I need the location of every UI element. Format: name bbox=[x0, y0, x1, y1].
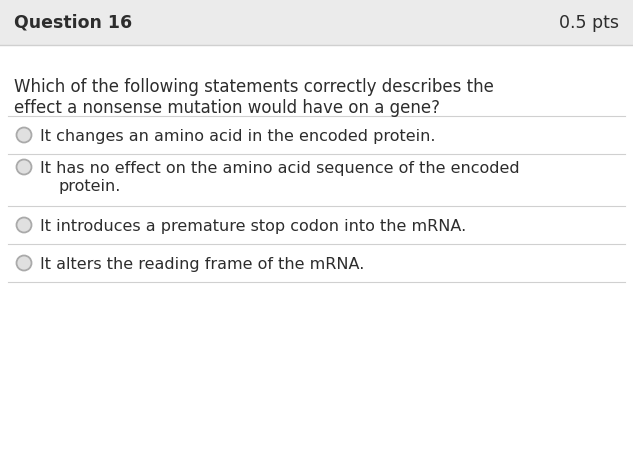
Circle shape bbox=[16, 256, 32, 271]
Text: protein.: protein. bbox=[58, 178, 121, 193]
Circle shape bbox=[16, 160, 32, 175]
Text: effect a nonsense mutation would have on a gene?: effect a nonsense mutation would have on… bbox=[14, 99, 440, 117]
Circle shape bbox=[16, 218, 32, 233]
Text: It introduces a premature stop codon into the mRNA.: It introduces a premature stop codon int… bbox=[41, 218, 467, 233]
Text: Question 16: Question 16 bbox=[14, 14, 132, 32]
Text: It has no effect on the amino acid sequence of the encoded: It has no effect on the amino acid seque… bbox=[41, 160, 520, 175]
Text: It changes an amino acid in the encoded protein.: It changes an amino acid in the encoded … bbox=[41, 128, 436, 143]
Text: It alters the reading frame of the mRNA.: It alters the reading frame of the mRNA. bbox=[41, 256, 365, 271]
Text: 0.5 pts: 0.5 pts bbox=[559, 14, 619, 32]
Circle shape bbox=[16, 128, 32, 143]
Text: Which of the following statements correctly describes the: Which of the following statements correc… bbox=[14, 78, 494, 96]
FancyBboxPatch shape bbox=[0, 0, 633, 46]
